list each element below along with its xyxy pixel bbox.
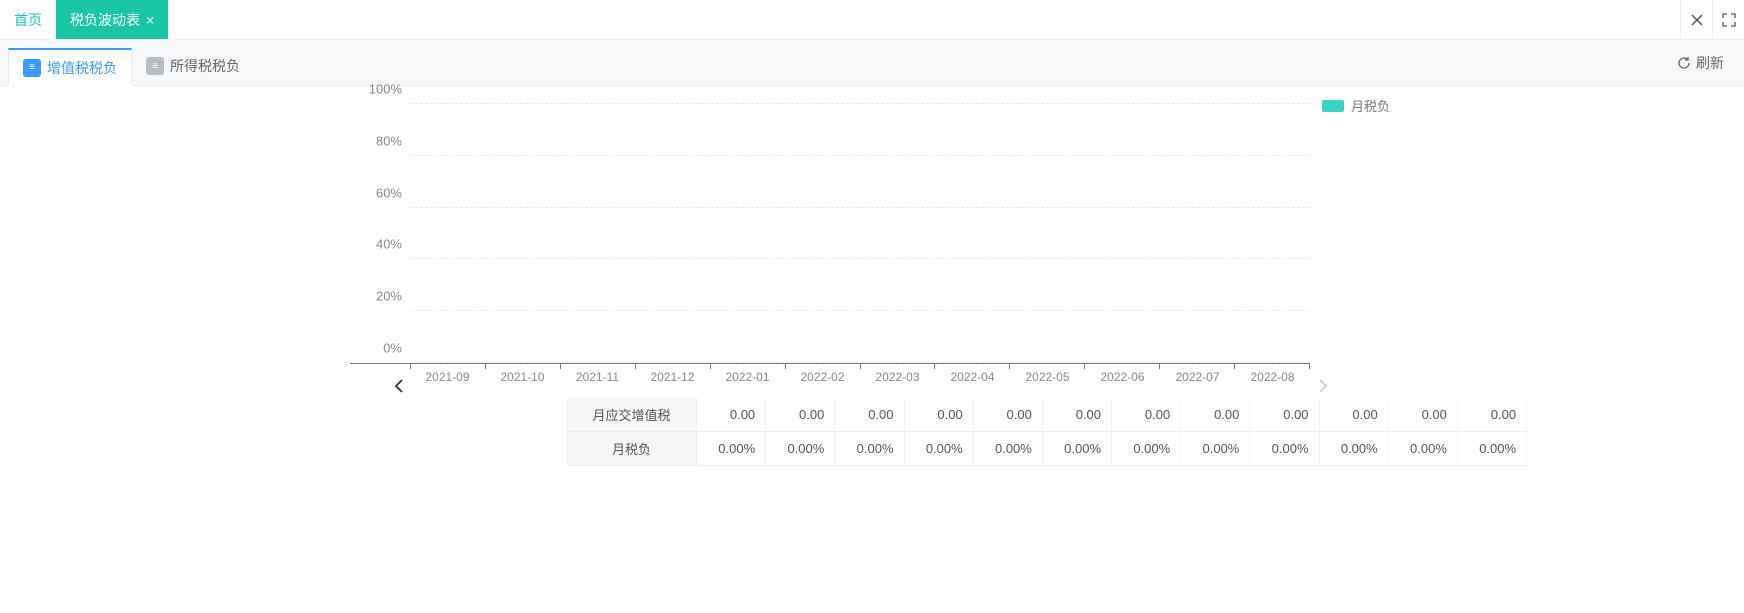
- x-axis-label: 2021-11: [560, 370, 635, 392]
- grid-line: [410, 103, 1310, 104]
- grid-line: [410, 258, 1310, 259]
- table-cell: 0.00: [1250, 398, 1319, 431]
- chart-frame: 月税负 0%20%40%60%80%100% 2021-092021-10202…: [350, 96, 1310, 392]
- y-axis-label: 40%: [350, 237, 402, 252]
- x-axis-label: 2021-12: [635, 370, 710, 392]
- table-cell: 0.00: [1043, 398, 1112, 431]
- subtab-income-label: 所得税税负: [170, 56, 240, 76]
- chevron-right-icon: [1318, 379, 1328, 393]
- tab-home-label: 首页: [14, 10, 42, 30]
- x-axis-label: 2022-02: [785, 370, 860, 392]
- table-cell: 0.00%: [1043, 432, 1112, 465]
- x-axis-label: 2022-05: [1010, 370, 1085, 392]
- table-cell: 0.00%: [1181, 432, 1250, 465]
- table-row: 月应交增值税0.000.000.000.000.000.000.000.000.…: [567, 398, 1527, 432]
- table-cell: 0.00%: [1458, 432, 1527, 465]
- refresh-icon: [1677, 56, 1691, 70]
- chart-legend[interactable]: 月税负: [1322, 96, 1390, 115]
- subtab-vat-label: 增值税税负: [47, 58, 117, 78]
- row-header: 月税负: [567, 432, 697, 465]
- x-axis-labels: 2021-092021-102021-112021-122022-012022-…: [410, 370, 1310, 392]
- legend-swatch: [1322, 100, 1344, 112]
- table-cell: 0.00%: [697, 432, 766, 465]
- subtab-row: ≡ 增值税税负 ≡ 所得税税负 刷新: [0, 40, 1744, 86]
- grid-line: [410, 207, 1310, 208]
- legend-label: 月税负: [1351, 96, 1390, 115]
- y-axis-label: 80%: [350, 133, 402, 148]
- tab-tax-fluctuation[interactable]: 税负波动表 ×: [56, 0, 168, 39]
- chart-scroll-right[interactable]: [1314, 379, 1332, 397]
- table-cell: 0.00: [1389, 398, 1458, 431]
- close-all-tabs-button[interactable]: [1680, 0, 1712, 40]
- tab-home[interactable]: 首页: [0, 0, 56, 39]
- table-cell: 0.00: [1112, 398, 1181, 431]
- x-axis-label: 2021-10: [485, 370, 560, 392]
- vat-icon: ≡: [23, 59, 41, 77]
- table-cell: 0.00: [905, 398, 974, 431]
- table-cell: 0.00%: [1112, 432, 1181, 465]
- row-header: 月应交增值税: [567, 398, 697, 431]
- data-table: 月应交增值税0.000.000.000.000.000.000.000.000.…: [567, 398, 1527, 466]
- x-axis-ticks: [410, 363, 1310, 369]
- grid-line: [410, 310, 1310, 311]
- chevron-left-icon: [394, 379, 404, 393]
- table-cell: 0.00%: [974, 432, 1043, 465]
- table-cell: 0.00: [835, 398, 904, 431]
- subtab-income-tax[interactable]: ≡ 所得税税负: [132, 47, 254, 85]
- grid-line: [410, 155, 1310, 156]
- table-cell: 0.00: [1458, 398, 1527, 431]
- x-axis-label: 2022-01: [710, 370, 785, 392]
- fullscreen-icon: [1722, 13, 1736, 27]
- table-cell: 0.00%: [905, 432, 974, 465]
- y-axis-label: 0%: [350, 341, 402, 356]
- x-axis-label: 2022-08: [1235, 370, 1310, 392]
- row-cells: 0.000.000.000.000.000.000.000.000.000.00…: [697, 398, 1527, 431]
- close-icon: [1690, 13, 1704, 27]
- table-cell: 0.00%: [1320, 432, 1389, 465]
- y-axis-label: 60%: [350, 185, 402, 200]
- tabbar-right-controls: [1680, 0, 1744, 40]
- x-axis-label: 2022-06: [1085, 370, 1160, 392]
- table-cell: 0.00: [1181, 398, 1250, 431]
- refresh-label: 刷新: [1696, 53, 1724, 73]
- table-cell: 0.00%: [835, 432, 904, 465]
- income-tax-icon: ≡: [146, 57, 164, 75]
- row-cells: 0.00%0.00%0.00%0.00%0.00%0.00%0.00%0.00%…: [697, 432, 1527, 465]
- table-cell: 0.00%: [1250, 432, 1319, 465]
- close-icon[interactable]: ×: [146, 13, 154, 27]
- subtab-vat[interactable]: ≡ 增值税税负: [8, 48, 132, 86]
- x-axis-label: 2022-03: [860, 370, 935, 392]
- fullscreen-button[interactable]: [1712, 0, 1744, 40]
- y-axis-label: 100%: [350, 82, 402, 97]
- chart-plot: 0%20%40%60%80%100%: [350, 104, 1310, 364]
- x-axis-label: 2022-07: [1160, 370, 1235, 392]
- refresh-button[interactable]: 刷新: [1677, 40, 1724, 86]
- y-axis-label: 20%: [350, 289, 402, 304]
- tab-active-label: 税负波动表: [70, 10, 140, 30]
- top-tabbar: 首页 税负波动表 ×: [0, 0, 1744, 40]
- x-axis-label: 2022-04: [935, 370, 1010, 392]
- x-axis-label: 2021-09: [410, 370, 485, 392]
- table-row: 月税负0.00%0.00%0.00%0.00%0.00%0.00%0.00%0.…: [567, 432, 1527, 466]
- chart-scroll-left[interactable]: [390, 379, 408, 397]
- table-cell: 0.00%: [1389, 432, 1458, 465]
- table-cell: 0.00: [766, 398, 835, 431]
- table-cell: 0.00: [974, 398, 1043, 431]
- table-cell: 0.00%: [766, 432, 835, 465]
- chart-area: 月税负 0%20%40%60%80%100% 2021-092021-10202…: [0, 86, 1744, 466]
- table-cell: 0.00: [1320, 398, 1389, 431]
- table-cell: 0.00: [697, 398, 766, 431]
